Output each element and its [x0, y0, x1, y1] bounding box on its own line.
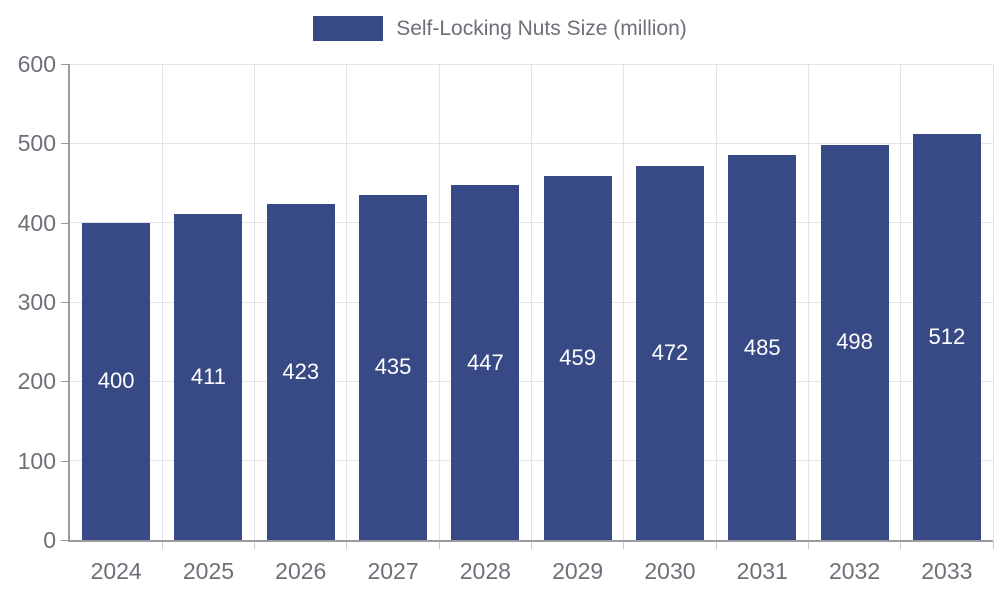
x-gridline [346, 64, 348, 540]
x-gridline [992, 64, 994, 540]
bar-value-label: 423 [282, 359, 320, 385]
y-tick [61, 143, 69, 145]
y-axis-tick-label: 300 [17, 289, 56, 315]
bar-value-label: 512 [928, 323, 966, 349]
bar[interactable] [82, 222, 151, 540]
x-tick [161, 541, 163, 549]
bar-value-label: 459 [559, 344, 596, 370]
x-gridline [438, 64, 440, 540]
x-gridline [900, 64, 902, 540]
x-tick [346, 541, 348, 549]
bar[interactable] [174, 213, 243, 540]
bar[interactable] [635, 165, 704, 540]
x-gridline [715, 64, 717, 540]
x-axis-tick-label: 2031 [736, 558, 788, 584]
x-axis-tick-label: 2028 [459, 558, 511, 584]
y-axis-tick-label: 600 [17, 51, 56, 77]
y-axis-tick-label: 0 [43, 527, 56, 553]
x-axis-tick-label: 2027 [367, 558, 419, 584]
x-tick [807, 541, 809, 549]
y-axis-tick-label: 400 [17, 209, 56, 236]
x-axis-tick-label: 2025 [182, 558, 235, 584]
x-gridline [531, 64, 532, 540]
bar-value-label: 400 [97, 368, 135, 394]
y-tick [61, 222, 69, 224]
x-tick [531, 541, 532, 549]
y-axis-line [68, 64, 70, 542]
x-gridline [623, 64, 625, 540]
x-tick [254, 541, 256, 549]
bar[interactable] [912, 133, 981, 540]
x-axis-tick-label: 2032 [828, 558, 881, 584]
y-tick [61, 381, 69, 383]
y-axis-tick-label: 500 [17, 130, 56, 157]
legend-swatch [313, 16, 384, 41]
bar-value-label: 472 [651, 339, 689, 365]
bar[interactable] [266, 204, 335, 540]
x-tick [623, 541, 625, 549]
legend[interactable]: Self-Locking Nuts Size (million) [0, 16, 1000, 41]
bar-value-label: 447 [466, 349, 504, 375]
bar[interactable] [451, 185, 520, 540]
bar[interactable] [820, 144, 889, 540]
x-gridline [807, 64, 809, 540]
bar-value-label: 411 [190, 363, 226, 389]
x-gridline [254, 64, 256, 540]
bar-value-label: 498 [836, 329, 873, 355]
x-tick [715, 541, 717, 549]
bar-value-label: 485 [743, 334, 781, 360]
y-tick [61, 540, 69, 541]
x-axis-tick-label: 2029 [552, 558, 604, 584]
bar[interactable] [543, 175, 612, 540]
x-axis-line [68, 540, 993, 542]
legend-label: Self-Locking Nuts Size (million) [396, 17, 687, 40]
bar-value-label: 435 [374, 354, 412, 380]
x-axis-tick-label: 2033 [921, 558, 973, 584]
y-tick [61, 302, 69, 303]
x-axis-tick-label: 2024 [90, 558, 142, 584]
x-gridline [161, 64, 163, 540]
y-axis-tick-label: 200 [17, 368, 56, 395]
y-tick [61, 64, 69, 65]
x-axis-tick-label: 2026 [275, 558, 327, 584]
x-axis-tick-label: 2030 [644, 558, 696, 584]
y-tick [61, 460, 69, 462]
x-tick [992, 541, 994, 549]
bar[interactable] [728, 155, 797, 540]
y-axis-tick-label: 100 [17, 447, 56, 474]
x-tick [900, 541, 902, 549]
x-tick [438, 541, 440, 549]
bar[interactable] [359, 194, 428, 540]
